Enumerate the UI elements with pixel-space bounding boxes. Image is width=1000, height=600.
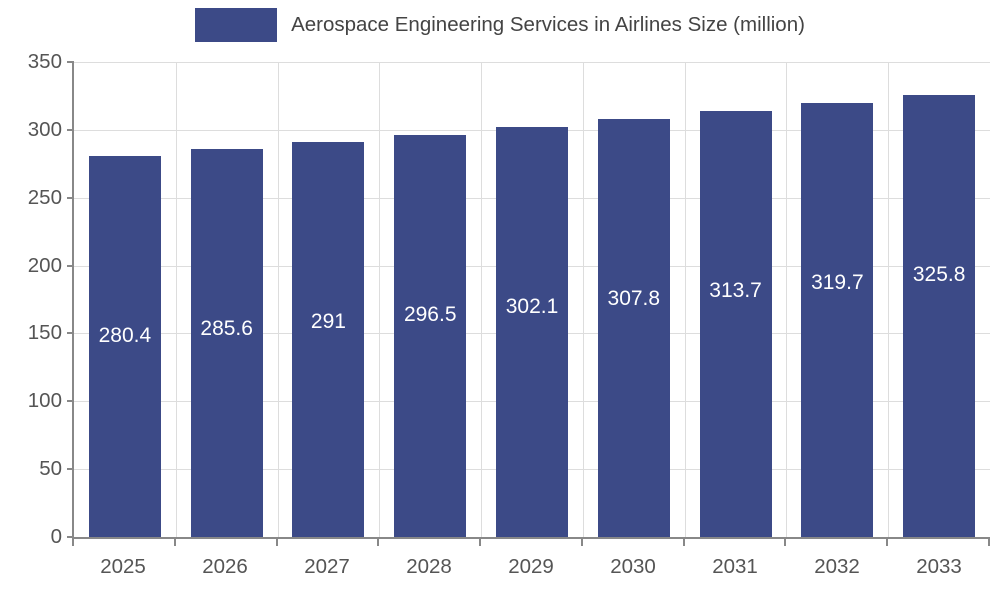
bar-cell: 280.4	[74, 62, 176, 537]
x-axis-tick-mark	[173, 539, 176, 546]
legend-label: Aerospace Engineering Services in Airlin…	[291, 13, 805, 36]
x-axis-tick-mark	[886, 539, 889, 546]
x-axis-tick-mark	[784, 539, 787, 546]
y-axis-tick-label: 100	[27, 389, 62, 413]
bar[interactable]: 325.8	[903, 94, 976, 537]
x-axis-tick-mark	[479, 539, 482, 546]
chart-legend: Aerospace Engineering Services in Airlin…	[0, 8, 1000, 42]
bar-value-label: 302.1	[505, 295, 559, 319]
y-axis-tick-mark	[67, 332, 74, 335]
x-axis-tick-mark	[72, 539, 74, 546]
y-axis-tick-mark	[67, 468, 74, 471]
x-axis-ticks: 2025 2026 2027 2028 2029 2030 2031 2032 2033	[72, 539, 990, 589]
bar-cell: 307.8	[583, 62, 685, 537]
x-axis-tick-mark	[580, 539, 583, 546]
bar-cell: 313.7	[685, 62, 787, 537]
x-axis-tick-mark	[682, 539, 685, 546]
x-axis-tick-label: 2029	[508, 555, 554, 578]
bar[interactable]: 319.7	[801, 103, 874, 537]
bar-value-label: 313.7	[709, 279, 762, 303]
bar-cell: 291	[278, 62, 380, 537]
x-axis-tick-label: 2030	[610, 555, 656, 578]
x-axis-tick-mark	[275, 539, 278, 546]
y-axis-tick-mark	[67, 536, 74, 538]
x-axis-tick-label: 2025	[100, 555, 146, 578]
y-axis-tick-label: 150	[27, 321, 62, 345]
bar-value-label: 285.6	[200, 317, 253, 341]
bar-cell: 296.5	[379, 62, 481, 537]
x-axis-tick-label: 2032	[814, 555, 860, 578]
bar[interactable]: 313.7	[699, 111, 772, 537]
bar-value-label: 291	[310, 310, 346, 334]
bar[interactable]: 285.6	[190, 149, 263, 537]
bar-cell: 285.6	[176, 62, 278, 537]
bar[interactable]: 280.4	[88, 156, 161, 537]
y-axis-tick-mark	[67, 61, 74, 63]
legend-swatch	[195, 8, 278, 42]
bar[interactable]: 291	[292, 142, 365, 537]
plot-area: 280.4 285.6 291 296.5 302.1 307.8 313.7 319.7 32…	[28, 50, 990, 548]
bar-value-label: 319.7	[811, 271, 864, 295]
bar[interactable]: 296.5	[394, 134, 467, 537]
x-axis-tick-mark	[377, 539, 380, 546]
y-axis-tick-label: 350	[27, 50, 62, 73]
x-axis-tick-label: 2026	[202, 555, 248, 578]
y-axis-tick-mark	[67, 400, 74, 403]
x-axis-tick-label: 2028	[406, 555, 452, 578]
x-axis-tick-label: 2031	[712, 555, 758, 578]
bar-series: 280.4 285.6 291 296.5 302.1 307.8 313.7 319.7 32…	[74, 62, 990, 537]
bar-cell: 325.8	[888, 62, 990, 537]
bar[interactable]: 302.1	[496, 127, 569, 537]
bar-value-label: 280.4	[98, 324, 152, 348]
y-axis-tick-label: 0	[50, 525, 62, 548]
y-axis-tick-mark	[67, 264, 74, 267]
bar-value-label: 296.5	[403, 302, 457, 326]
y-axis-tick-mark	[67, 196, 74, 199]
y-axis-tick-label: 50	[39, 457, 62, 481]
bar-cell: 302.1	[481, 62, 583, 537]
y-axis-tick-label: 250	[27, 185, 62, 209]
x-axis-tick-label: 2027	[304, 555, 350, 578]
x-axis-tick-label: 2033	[916, 555, 962, 578]
bar-cell: 319.7	[786, 62, 888, 537]
y-axis-tick-label: 300	[27, 117, 62, 141]
bar-value-label: 325.8	[912, 262, 966, 286]
bar[interactable]: 307.8	[597, 119, 670, 537]
bar-value-label: 307.8	[607, 287, 661, 311]
y-axis-tick-mark	[67, 128, 74, 131]
y-axis-tick-label: 200	[27, 253, 62, 277]
x-axis-tick-mark	[988, 539, 990, 546]
